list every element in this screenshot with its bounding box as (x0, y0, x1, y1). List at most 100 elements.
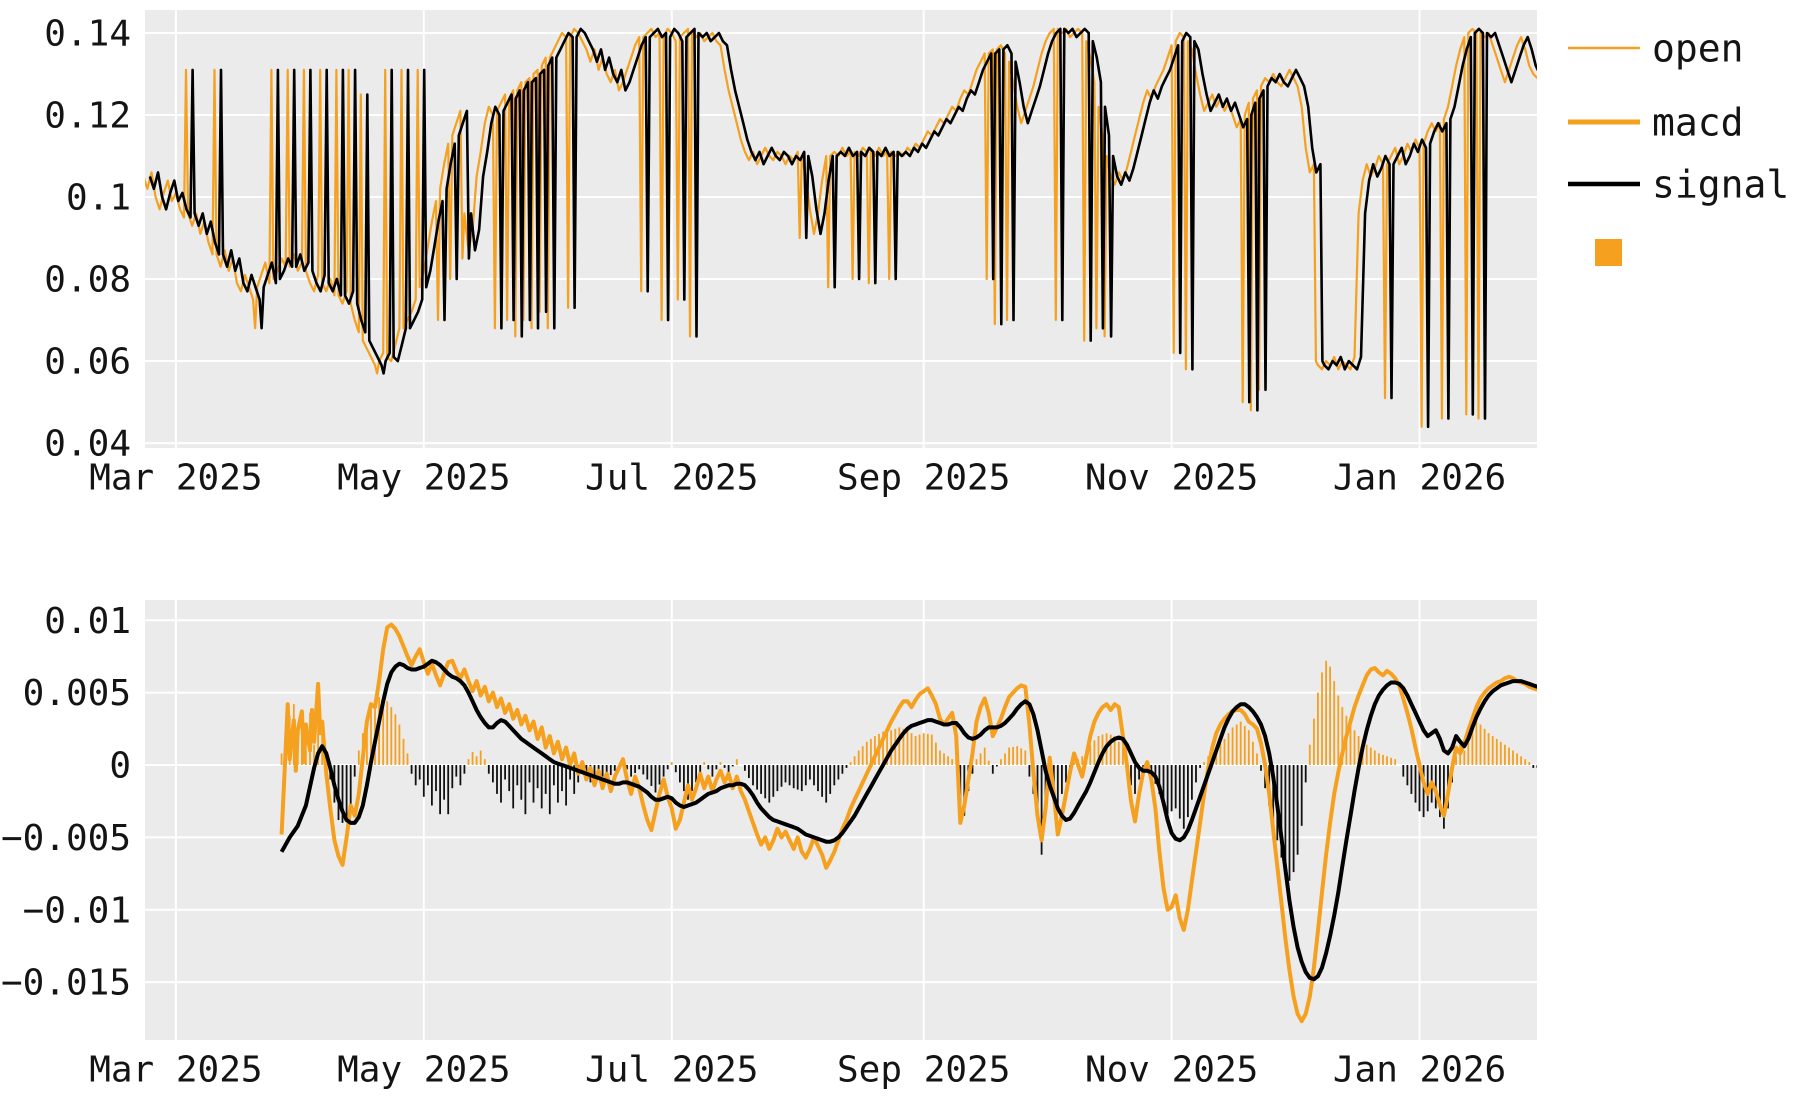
y-tick-label: 0.06 (44, 342, 131, 383)
histogram-bar-positive (1313, 718, 1315, 765)
histogram-bar-positive (874, 736, 876, 765)
plot-background (145, 600, 1537, 1040)
histogram-bar-negative (760, 765, 762, 794)
panel-top: Mar 2025 May 2025 Jul 2025 Sep 2025 Nov 2025… (44, 10, 1537, 499)
histogram-bar-negative (638, 765, 641, 770)
histogram-bar-positive (926, 733, 929, 765)
histogram-bar-negative (650, 765, 653, 786)
histogram-bar-positive (1495, 738, 1498, 765)
histogram-bar-negative (532, 765, 535, 803)
histogram-bar-negative (1410, 765, 1413, 794)
histogram-bar-positive (402, 738, 405, 765)
histogram-bar-positive (1365, 744, 1368, 765)
histogram-bar-negative (744, 765, 746, 771)
histogram-square-swatch (1595, 239, 1622, 266)
histogram-bar-positive (987, 760, 990, 765)
histogram-bar-negative (548, 765, 551, 815)
histogram-bar-negative (1414, 765, 1417, 803)
histogram-bar-positive (935, 742, 937, 765)
histogram-bar-positive (886, 731, 888, 765)
histogram-bar-positive (1117, 741, 1120, 765)
histogram-bar-positive (870, 738, 872, 765)
histogram-bar-negative (792, 765, 795, 789)
histogram-bar-positive (914, 736, 917, 765)
histogram-bar-negative (341, 765, 344, 823)
histogram-bar-negative (435, 765, 437, 792)
histogram-bar-positive (394, 714, 397, 765)
histogram-bar-negative (829, 765, 832, 794)
histogram-bar-positive (1394, 759, 1397, 765)
histogram-bar-negative (349, 765, 352, 809)
histogram-bar-negative (630, 765, 632, 777)
histogram-bar-negative (804, 765, 807, 786)
histogram-bar-negative (601, 765, 604, 777)
histogram-bar-positive (951, 759, 954, 765)
histogram-bar-negative (626, 765, 628, 770)
histogram-bar-positive (1357, 736, 1360, 765)
histogram-bar-negative (1280, 765, 1283, 858)
histogram-bar-positive (1122, 747, 1124, 765)
histogram-bar-positive (910, 733, 913, 765)
histogram-bar-positive (930, 734, 933, 765)
histogram-bar-negative (707, 765, 710, 770)
x-tick-label: Mar 2025 (89, 1050, 262, 1091)
histogram-bar-positive (1247, 730, 1250, 765)
histogram-bar-positive (865, 741, 868, 765)
histogram-bar-positive (1219, 743, 1222, 765)
series-macd (279, 622, 1537, 1024)
histogram-bar-positive (280, 753, 283, 765)
histogram-bar-negative (593, 765, 596, 778)
histogram-bar-negative (1296, 765, 1299, 855)
histogram-bar-negative (658, 765, 661, 785)
histogram-bar-negative (443, 765, 445, 800)
y-tick-label: 0.14 (44, 14, 131, 55)
histogram-bar-positive (939, 750, 941, 765)
y-tick-label: 0.005 (23, 673, 131, 714)
y-tick-label: 0.08 (44, 260, 131, 301)
x-tick-label: Mar 2025 (89, 458, 262, 499)
histogram-bar-negative (1061, 765, 1063, 794)
x-tick-label: Jul 2025 (585, 458, 758, 499)
histogram-bar-negative (1056, 765, 1059, 809)
histogram-bar-positive (1243, 725, 1246, 765)
histogram-bar-positive (1329, 666, 1331, 765)
x-tick-label: Nov 2025 (1085, 458, 1258, 499)
series-signal (279, 658, 1537, 982)
histogram-bar-negative (1422, 765, 1425, 818)
histogram-bar-negative (634, 765, 636, 773)
histogram-bar-negative (780, 765, 783, 787)
histogram-bar-positive (1333, 681, 1336, 765)
histogram-bar-positive (719, 762, 722, 765)
histogram-bar-positive (1097, 736, 1100, 765)
histogram-bar-positive (1004, 753, 1006, 765)
histogram-bar-positive (1390, 757, 1392, 765)
histogram-bar-negative (821, 765, 823, 797)
legend-label-macd: macd (1652, 100, 1744, 144)
histogram-bar-positive (390, 707, 393, 765)
histogram-bar-negative (752, 765, 754, 786)
histogram-bar-negative (508, 765, 511, 792)
histogram-bar-negative (1402, 765, 1405, 777)
histogram-bar-negative (756, 765, 758, 790)
histogram-bar-positive (1337, 695, 1340, 765)
histogram-bar-negative (427, 765, 429, 786)
histogram-bar-negative (414, 765, 417, 786)
histogram-bar-negative (654, 765, 657, 793)
histogram-bar-positive (1512, 750, 1514, 765)
y-tick-label: 0.01 (44, 601, 131, 642)
histogram-bar-negative (772, 765, 775, 797)
y-tick-label: 0.12 (44, 96, 131, 137)
histogram-bar-negative (1532, 765, 1535, 768)
y-tick-label: 0.04 (44, 424, 131, 465)
histogram-bar-positive (1463, 750, 1466, 765)
histogram-bar-negative (1406, 765, 1409, 786)
histogram-bar-positive (943, 753, 945, 765)
histogram-bar-positive (947, 756, 949, 765)
y-tick-label: −0.015 (1, 963, 131, 1004)
histogram-bar-positive (906, 730, 909, 765)
x-tick-label: Nov 2025 (1085, 1050, 1258, 1091)
histogram-bar-negative (1142, 765, 1145, 768)
x-tick-label: Jan 2026 (1333, 458, 1506, 499)
histogram-bar-positive (1487, 733, 1490, 765)
